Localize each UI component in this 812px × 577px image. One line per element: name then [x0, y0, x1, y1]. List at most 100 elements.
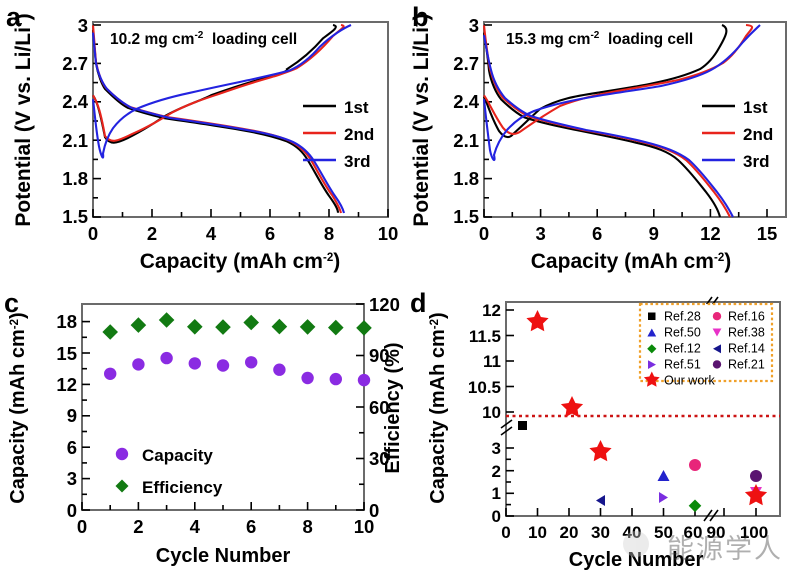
panel-d-point-ref28	[518, 421, 527, 430]
panel-c-xtick-0: 0	[77, 516, 87, 537]
panel-b-ytick-2-4: 2.4	[453, 91, 479, 112]
panel-c-ytick-18: 18	[56, 311, 77, 332]
panel-c-chart: 0 3 6 9 12 15 18 0 30 60	[7, 294, 404, 567]
panel-d-point-ourwork-cycle100	[744, 484, 768, 506]
panel-b-xtick-12: 12	[700, 223, 721, 244]
panel-b-curves	[482, 23, 761, 218]
panel-c-point-capacity-8	[301, 371, 314, 385]
panel-a-ytick-3-0: 3	[78, 15, 88, 36]
panel-b-legend-label-2nd: 2nd	[743, 125, 773, 144]
panel-d-legend-label-ref12: Ref.12	[664, 342, 701, 356]
panel-d-legend-marker-ref16	[712, 312, 722, 321]
panel-c-point-capacity-6	[245, 356, 258, 369]
panel-d-xtick-20: 20	[560, 523, 579, 542]
panel-a-xtick-10: 10	[378, 223, 399, 244]
panel-c-point-capacity-7	[273, 363, 286, 376]
panel-b-curve-2nd-discharge	[482, 25, 731, 218]
panel-a-legend-label-2nd: 2nd	[344, 125, 374, 144]
panel-d-legend-marker-ref38	[712, 328, 722, 337]
panel-a-ytick-1-5: 1.5	[62, 206, 88, 227]
panel-a-ylabel: Potential (V vs. Li/Li+)	[12, 13, 35, 226]
panel-c-letter: c	[4, 288, 20, 318]
panel-c-point-efficiency-1	[102, 324, 118, 340]
panel-c-point-efficiency-9	[328, 319, 344, 336]
panel-c-point-capacity-3	[160, 351, 173, 365]
panel-d-legend-marker-ref50	[647, 328, 657, 337]
panel-d-legend-label-ref51: Ref.51	[664, 358, 701, 372]
panel-a-chart: 3 2.7 2.4 2.1 1.8 1.5 0 2 4	[12, 13, 398, 273]
panel-d-ytick-1: 1	[492, 484, 501, 503]
panel-c-point-capacity-9	[329, 372, 342, 386]
panel-d-xtick-40: 40	[623, 523, 642, 542]
panel-b-legend: 1st 2nd 3rd	[702, 98, 773, 171]
panel-c-series-capacity	[104, 351, 371, 387]
panel-b: b 3 2.7 2.4 2.1 1.8 1.5	[406, 0, 812, 290]
panel-c-ytick-12: 12	[56, 374, 77, 395]
panel-d-point-ourwork-cycle10	[526, 310, 549, 332]
panel-d-ylabel: Capacity (mAh cm-2)	[427, 312, 449, 503]
panel-a-letter: a	[6, 2, 22, 32]
panel-a-xtick-0: 0	[88, 223, 98, 244]
panel-a-curves	[91, 23, 352, 214]
panel-d-legend-label-ref16: Ref.16	[728, 310, 765, 324]
panel-a-ytick-2-4: 2.4	[62, 91, 88, 112]
panel-d-xtick-0: 0	[501, 523, 510, 542]
panel-d-chart: 12 11.5 11 10.5 10 3 2 1 0	[427, 296, 781, 571]
panel-c: c 0 3 6 9 12 15	[0, 288, 406, 577]
panel-a-legend-label-1st: 1st	[344, 98, 369, 117]
panel-c-legend-label-efficiency: Efficiency	[142, 478, 223, 497]
panel-a-xtick-2: 2	[147, 223, 157, 244]
panel-c-xtick-6: 6	[246, 516, 256, 537]
panel-b-ytick-2-7: 2.7	[453, 53, 479, 74]
panel-d-ytick-12-0: 12	[482, 301, 501, 320]
panel-c-point-efficiency-4	[187, 319, 203, 335]
panel-d-legend-marker-ref51	[648, 360, 656, 369]
panel-c-y2tick-30: 30	[369, 448, 390, 469]
panel-c-xtick-2: 2	[133, 516, 143, 537]
panel-d-ytick-11-5: 11.5	[469, 327, 501, 346]
panel-c-point-efficiency-6	[243, 314, 259, 331]
panel-d-ytick-3: 3	[492, 439, 501, 458]
panel-a-curve-2nd-charge	[92, 23, 345, 142]
panel-c-x-axis: 0 2 4 6 8 10	[77, 502, 374, 537]
panel-d-legend-label-ref14: Ref.14	[728, 342, 765, 356]
panel-b-letter: b	[412, 2, 429, 32]
panel-c-legend-marker-efficiency	[115, 479, 129, 493]
panel-c-xtick-10: 10	[354, 516, 375, 537]
panel-d-xtick-60: 60	[684, 523, 703, 542]
panel-c-legend: Capacity Efficiency	[115, 446, 223, 497]
panel-c-point-capacity-4	[188, 357, 201, 370]
panel-d-point-ref16	[689, 459, 701, 471]
panel-c-y2label: Efficiency (%)	[382, 342, 404, 473]
panel-a-xtick-4: 4	[206, 223, 217, 244]
panel-d-x-axis: 0 10 20 30 40 50 60 90 100	[501, 508, 768, 542]
panel-a-y-axis: 3 2.7 2.4 2.1 1.8 1.5	[62, 15, 101, 227]
panel-a-x-axis: 0 2 4 6 8 10	[88, 209, 398, 244]
panel-a-curve-3rd-discharge	[91, 32, 346, 214]
panel-c-point-efficiency-5	[215, 319, 231, 335]
panel-b-chart: 3 2.7 2.4 2.1 1.8 1.5 0 3 6	[410, 13, 787, 273]
panel-c-ytick-15: 15	[56, 343, 77, 364]
panel-d-ytick-2: 2	[492, 462, 501, 481]
panel-d-legend-label-ref21: Ref.21	[728, 358, 765, 372]
panel-d-xtick-50: 50	[654, 523, 673, 542]
watermark: 能源学人	[623, 527, 783, 566]
panel-c-point-efficiency-2	[130, 317, 147, 333]
panel-c-ylabel: Capacity (mAh cm-2)	[7, 312, 29, 503]
panel-c-ytick-6: 6	[67, 437, 77, 458]
panel-c-point-capacity-10	[357, 373, 371, 387]
panel-a-ytick-1-8: 1.8	[62, 168, 88, 189]
panel-d-legend: Ref.28 Ref.16 Ref.50 Ref.38 Ref.12 Ref.1…	[638, 302, 774, 388]
panel-c-ytick-3: 3	[67, 468, 77, 489]
panel-d-point-ref50	[657, 470, 670, 481]
panel-c-point-capacity-5	[216, 359, 230, 372]
panel-c-point-efficiency-3	[158, 312, 175, 328]
panel-c-point-efficiency-8	[299, 319, 316, 335]
panel-a-annotation: 10.2 mg cm-2 loading cell	[110, 30, 297, 48]
panel-b-x-axis: 0 3 6 9 12 15	[479, 209, 777, 244]
watermark-logo-icon	[623, 531, 649, 557]
panel-b-xtick-6: 6	[592, 223, 602, 244]
panel-d-ytick-10-5: 10.5	[468, 378, 501, 397]
watermark-text: 能源学人	[667, 534, 783, 565]
panel-b-xtick-9: 9	[649, 223, 659, 244]
